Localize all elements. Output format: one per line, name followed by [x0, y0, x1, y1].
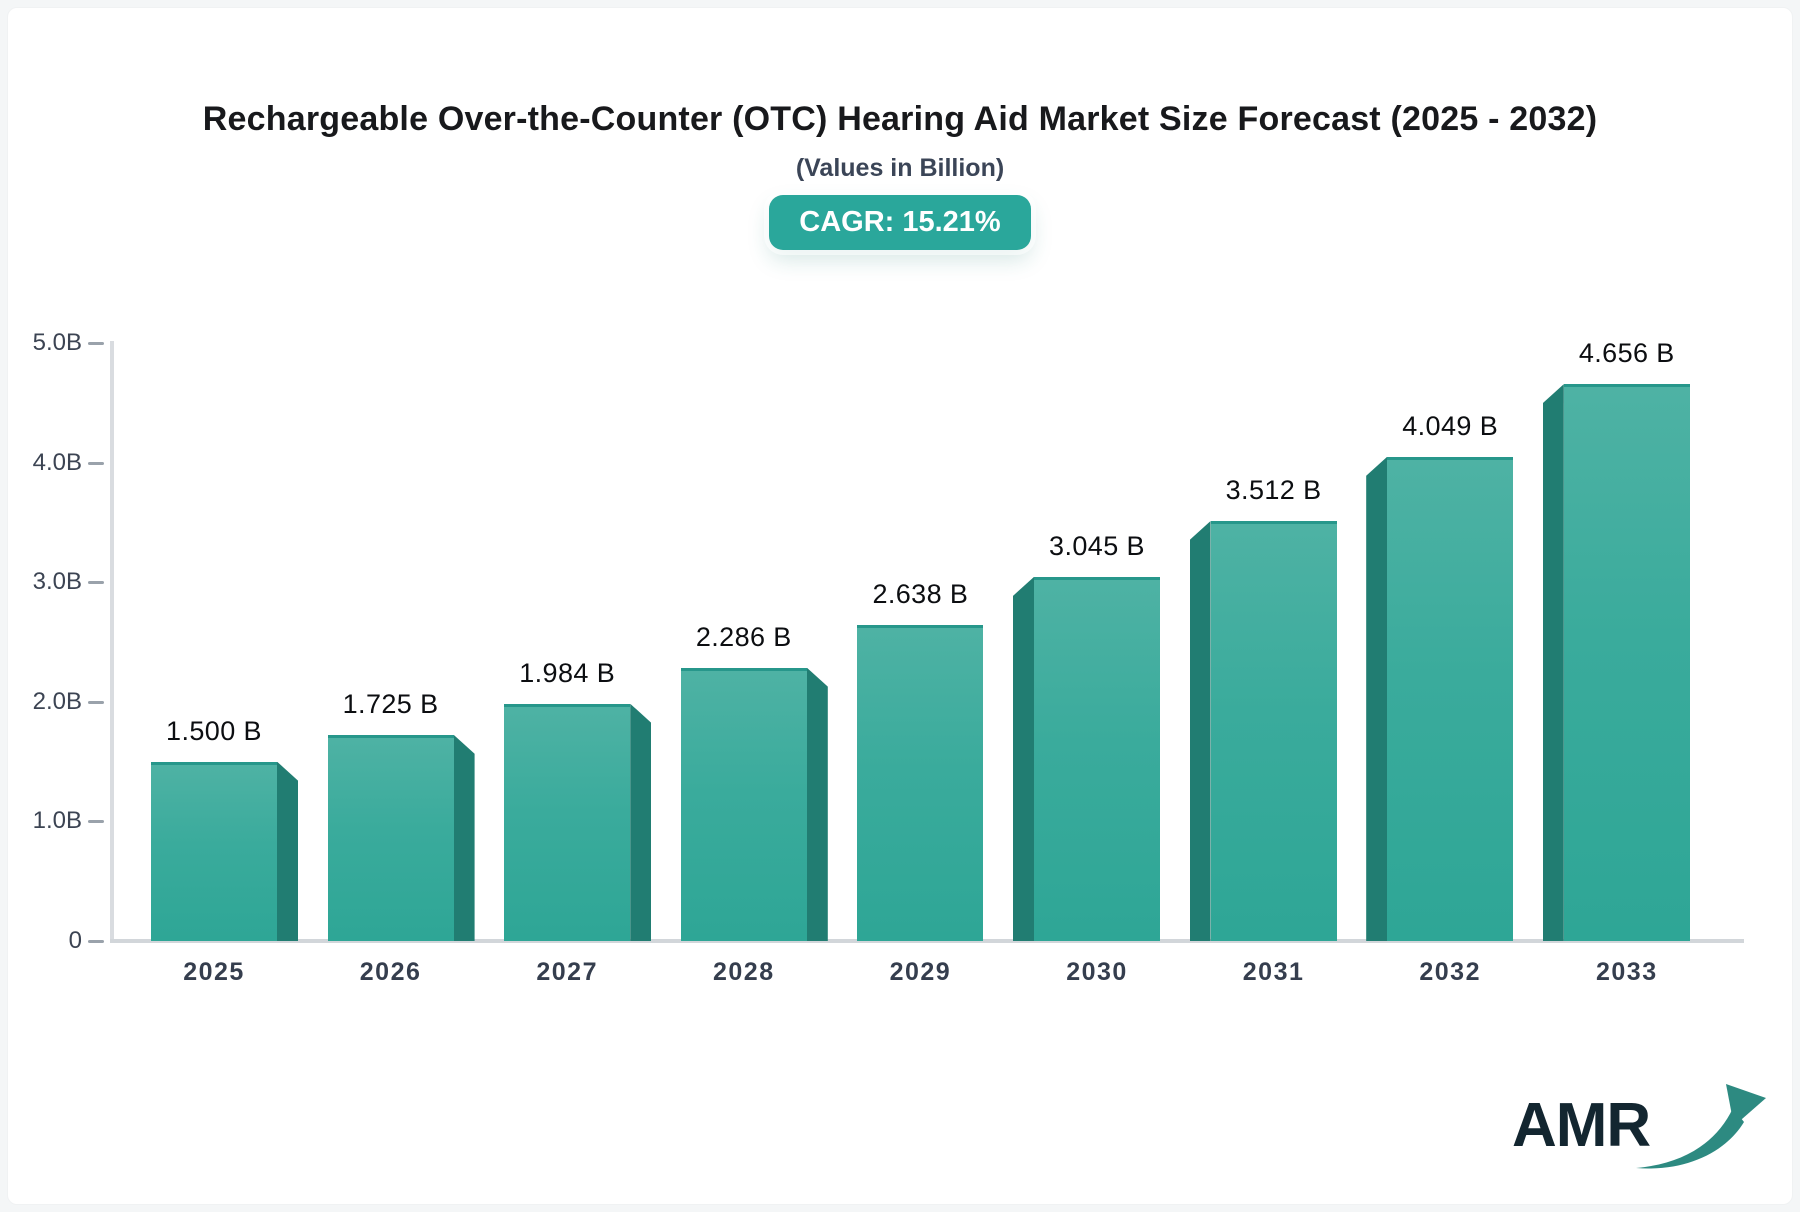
x-axis-baseline — [110, 939, 1744, 943]
chart-subtitle: (Values in Billion) — [795, 154, 1005, 183]
y-tick-label: 3.0B — [32, 568, 82, 596]
bar-side-face — [1189, 520, 1211, 941]
bar-side-face — [453, 734, 475, 941]
y-tick-label: 5.0B — [32, 329, 82, 356]
y-tick-dash — [88, 581, 104, 585]
y-tick-dash — [88, 461, 104, 465]
bar-side-face — [277, 761, 298, 941]
amr-logo: AMR — [1512, 1078, 1766, 1178]
x-tick-label: 2026 — [359, 958, 422, 986]
bar-side-face — [1542, 384, 1564, 941]
bar-value-label: 1.500 B — [166, 715, 262, 746]
bar — [504, 703, 631, 941]
y-axis-line — [110, 341, 114, 941]
amr-logo-text: AMR — [1512, 1091, 1651, 1160]
bar — [857, 625, 984, 941]
x-tick-label: 2028 — [712, 958, 775, 986]
y-tick-label: 4.0B — [32, 448, 82, 476]
bar-value-label: 3.512 B — [1225, 474, 1322, 505]
bar-side-face — [1013, 576, 1034, 941]
bar-side-face — [806, 667, 828, 941]
bar-side-face — [1366, 456, 1388, 941]
bar — [1387, 456, 1514, 941]
bar — [1563, 384, 1690, 941]
cagr-badge: CAGR: 15.21% — [769, 195, 1031, 251]
x-tick-label: 2025 — [183, 958, 245, 986]
bar-value-label: 2.286 B — [695, 621, 792, 652]
y-tick-dash — [88, 342, 104, 345]
bar-value-label: 4.049 B — [1402, 410, 1499, 441]
bar — [680, 667, 807, 941]
y-tick-dash — [88, 820, 104, 824]
bar — [327, 734, 454, 941]
bar — [1210, 520, 1337, 941]
x-tick-label: 2033 — [1595, 958, 1658, 986]
y-tick-dash — [88, 940, 104, 943]
x-tick-label: 2032 — [1419, 958, 1481, 986]
chart-title: Rechargeable Over-the-Counter (OTC) Hear… — [202, 100, 1598, 138]
y-tick-label: 0 — [68, 927, 82, 954]
bar-value-label: 3.045 B — [1049, 530, 1145, 561]
bar — [151, 761, 277, 941]
y-tick-label: 2.0B — [32, 687, 82, 715]
bar-value-label: 1.984 B — [519, 657, 616, 688]
bar-value-label: 1.725 B — [342, 688, 439, 719]
x-tick-label: 2031 — [1242, 958, 1305, 986]
bar-value-label: 2.638 B — [872, 579, 969, 610]
x-tick-label: 2029 — [889, 958, 952, 986]
y-tick-dash — [88, 700, 104, 704]
bar-value-label: 4.656 B — [1578, 338, 1675, 369]
bar — [1034, 576, 1160, 941]
bar-side-face — [630, 703, 652, 941]
y-tick-label: 1.0B — [32, 807, 82, 835]
chart-header: Rechargeable Over-the-Counter (OTC) Hear… — [0, 92, 1800, 251]
amr-logo-arrow-icon — [1636, 1084, 1766, 1169]
x-tick-label: 2030 — [1066, 958, 1128, 986]
x-tick-label: 2027 — [536, 958, 598, 986]
